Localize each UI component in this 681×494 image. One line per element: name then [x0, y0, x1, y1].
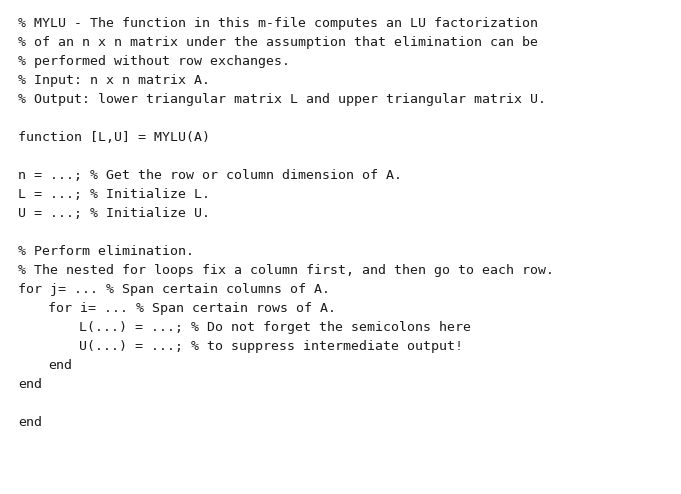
Text: U = ...; % Initialize U.: U = ...; % Initialize U. [18, 207, 210, 220]
Text: for j= ... % Span certain columns of A.: for j= ... % Span certain columns of A. [18, 283, 330, 296]
Text: % performed without row exchanges.: % performed without row exchanges. [18, 55, 290, 68]
Text: % The nested for loops fix a column first, and then go to each row.: % The nested for loops fix a column firs… [18, 264, 554, 277]
Text: U(...) = ...; % to suppress intermediate output!: U(...) = ...; % to suppress intermediate… [79, 340, 463, 353]
Text: % MYLU - The function in this m-file computes an LU factorization: % MYLU - The function in this m-file com… [18, 17, 538, 30]
Text: n = ...; % Get the row or column dimension of A.: n = ...; % Get the row or column dimensi… [18, 169, 402, 182]
Text: end: end [18, 378, 42, 391]
Text: function [L,U] = MYLU(A): function [L,U] = MYLU(A) [18, 131, 210, 144]
Text: % Input: n x n matrix A.: % Input: n x n matrix A. [18, 74, 210, 87]
Text: % Perform elimination.: % Perform elimination. [18, 245, 194, 258]
Text: L(...) = ...; % Do not forget the semicolons here: L(...) = ...; % Do not forget the semico… [79, 321, 471, 334]
Text: for i= ... % Span certain rows of A.: for i= ... % Span certain rows of A. [48, 302, 336, 315]
Text: % of an n x n matrix under the assumption that elimination can be: % of an n x n matrix under the assumptio… [18, 36, 538, 49]
Text: end: end [48, 359, 72, 372]
Text: end: end [18, 416, 42, 429]
Text: L = ...; % Initialize L.: L = ...; % Initialize L. [18, 188, 210, 201]
Text: % Output: lower triangular matrix L and upper triangular matrix U.: % Output: lower triangular matrix L and … [18, 93, 546, 106]
